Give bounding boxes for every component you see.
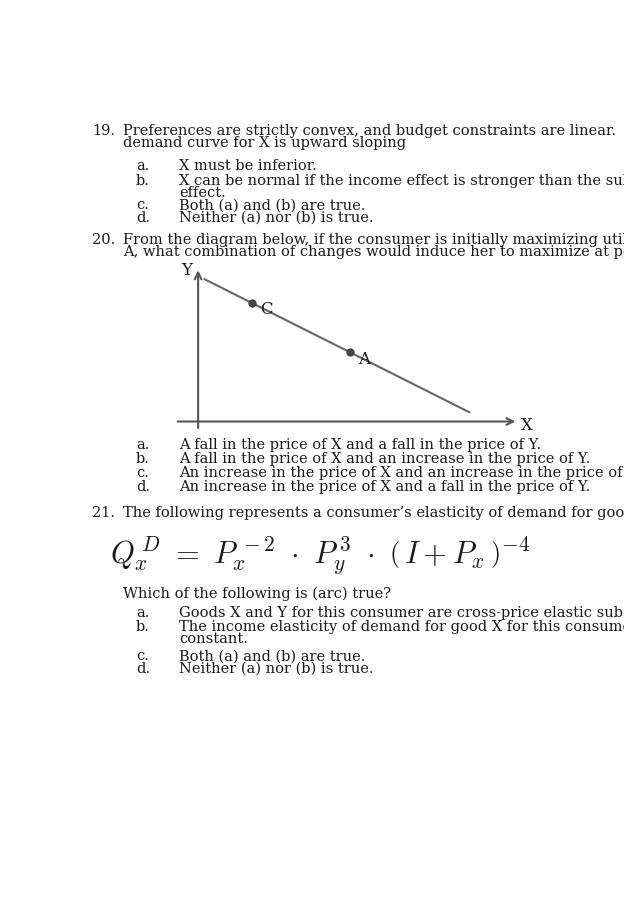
Text: d.: d. <box>136 480 150 494</box>
Text: Both (a) and (b) are true.: Both (a) and (b) are true. <box>178 198 365 213</box>
Text: $Q_{x}^{\,D}\ =\ P_{x}^{\,-2}\ \cdot\ P_{y}^{\,3}\ \cdot\ \left(\,I+P_{x}\,\righ: $Q_{x}^{\,D}\ =\ P_{x}^{\,-2}\ \cdot\ P_… <box>110 534 530 577</box>
Text: b.: b. <box>136 620 150 634</box>
Text: An increase in the price of X and an increase in the price of Y.: An increase in the price of X and an inc… <box>178 466 624 480</box>
Text: Both (a) and (b) are true.: Both (a) and (b) are true. <box>178 650 365 663</box>
Text: Y: Y <box>181 262 192 279</box>
Text: constant.: constant. <box>178 633 248 647</box>
Text: X must be inferior.: X must be inferior. <box>178 159 316 173</box>
Text: c.: c. <box>136 466 149 480</box>
Text: From the diagram below, if the consumer is initially maximizing utility at point: From the diagram below, if the consumer … <box>123 232 624 247</box>
Text: b.: b. <box>136 452 150 467</box>
Text: X: X <box>521 417 533 434</box>
Text: Neither (a) nor (b) is true.: Neither (a) nor (b) is true. <box>178 211 373 224</box>
Text: Neither (a) nor (b) is true.: Neither (a) nor (b) is true. <box>178 661 373 676</box>
Text: C: C <box>260 302 273 318</box>
Text: A fall in the price of X and an increase in the price of Y.: A fall in the price of X and an increase… <box>178 452 590 467</box>
Text: A, what combination of changes would induce her to maximize at point C?: A, what combination of changes would ind… <box>123 245 624 259</box>
Text: Goods X and Y for this consumer are cross-price elastic substitutes.: Goods X and Y for this consumer are cros… <box>178 606 624 620</box>
Text: a.: a. <box>136 606 150 620</box>
Text: demand curve for X is upward sloping: demand curve for X is upward sloping <box>123 136 406 150</box>
Text: a.: a. <box>136 159 150 173</box>
Text: c.: c. <box>136 198 149 213</box>
Text: X can be normal if the income effect is stronger than the substitution: X can be normal if the income effect is … <box>178 174 624 187</box>
Text: b.: b. <box>136 174 150 187</box>
Text: An increase in the price of X and a fall in the price of Y.: An increase in the price of X and a fall… <box>178 480 590 494</box>
Text: Preferences are strictly convex, and budget constraints are linear.  If a consum: Preferences are strictly convex, and bud… <box>123 123 624 138</box>
Text: A fall in the price of X and a fall in the price of Y.: A fall in the price of X and a fall in t… <box>178 439 541 452</box>
Text: Which of the following is (arc) true?: Which of the following is (arc) true? <box>123 587 391 601</box>
Text: a.: a. <box>136 439 150 452</box>
Text: The income elasticity of demand for good X for this consumer is: The income elasticity of demand for good… <box>178 620 624 634</box>
Text: The following represents a consumer’s elasticity of demand for good X:: The following represents a consumer’s el… <box>123 506 624 520</box>
Text: effect.: effect. <box>178 186 225 200</box>
Text: 19.: 19. <box>92 123 115 138</box>
Text: 20.: 20. <box>92 232 115 247</box>
Text: 21.: 21. <box>92 506 115 520</box>
Text: d.: d. <box>136 211 150 224</box>
Text: A: A <box>358 350 370 368</box>
Text: d.: d. <box>136 661 150 676</box>
Text: c.: c. <box>136 650 149 663</box>
